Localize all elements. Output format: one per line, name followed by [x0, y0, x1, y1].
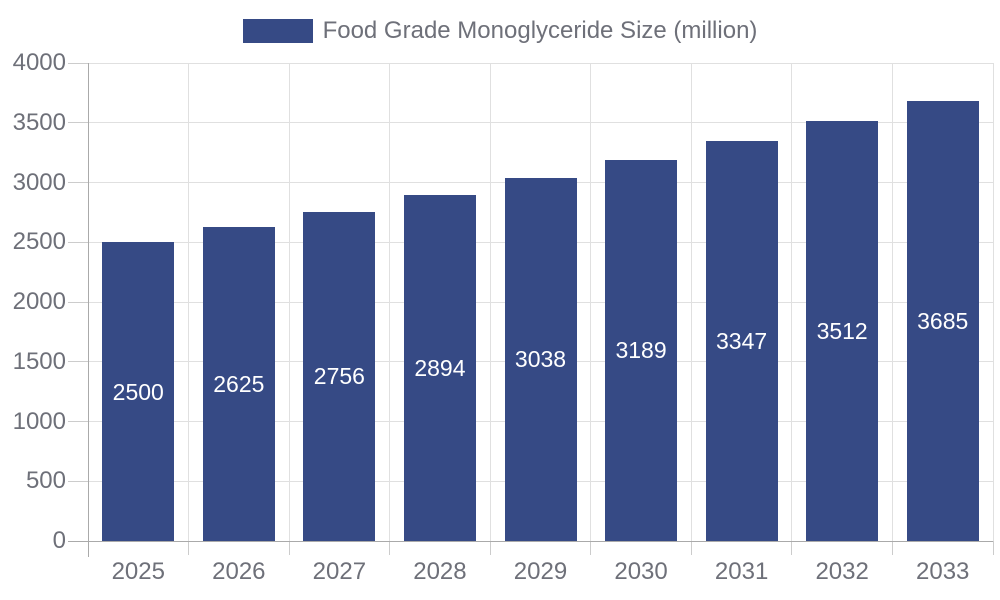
- y-tick-label: 4000: [12, 49, 66, 76]
- bar: 3512: [806, 121, 879, 541]
- gridline-v: [690, 63, 692, 541]
- bar: 2894: [403, 195, 476, 541]
- gridline-v: [590, 63, 592, 541]
- bar-value-label: 3512: [816, 318, 868, 345]
- y-tick-label: 1500: [12, 347, 66, 375]
- bar-value-label: 2894: [414, 355, 466, 382]
- y-tick: [68, 241, 88, 243]
- x-tick-label: 2031: [714, 558, 769, 585]
- x-tick: [188, 541, 190, 555]
- y-tick: [68, 301, 88, 303]
- x-tick: [590, 541, 592, 555]
- bar: 2756: [303, 211, 376, 541]
- gridline-v: [489, 63, 491, 541]
- bar-value-label: 3347: [716, 328, 768, 354]
- y-tick-label: 1000: [12, 407, 66, 435]
- x-tick: [690, 541, 692, 555]
- y-tick: [68, 182, 88, 183]
- y-tick: [68, 122, 88, 124]
- gridline-v: [288, 63, 290, 541]
- bar: 3685: [906, 100, 979, 541]
- gridline-v: [188, 63, 190, 541]
- x-tick-label: 2033: [916, 558, 970, 585]
- x-tick: [791, 541, 793, 555]
- bar-value-label: 2500: [112, 378, 164, 405]
- bar: 2500: [102, 242, 175, 541]
- x-axis-line: [68, 540, 993, 542]
- x-tick-label: 2028: [413, 558, 467, 585]
- y-tick-label: 500: [25, 467, 66, 495]
- gridline-h: [88, 62, 993, 64]
- x-tick: [288, 541, 290, 555]
- x-tick-label: 2032: [815, 558, 869, 585]
- y-tick: [68, 62, 88, 64]
- gridline-v: [891, 63, 893, 541]
- bar: 3038: [504, 177, 577, 541]
- y-tick-label: 3000: [12, 168, 66, 196]
- gridline-h: [88, 122, 993, 124]
- x-tick-label: 2030: [614, 558, 668, 585]
- bar: 2625: [202, 227, 275, 541]
- x-tick: [992, 541, 994, 555]
- y-tick-label: 2000: [12, 288, 66, 315]
- y-tick: [68, 361, 88, 363]
- gridline-v: [992, 63, 994, 541]
- y-tick-label: 0: [52, 527, 66, 554]
- y-tick: [68, 480, 88, 482]
- legend[interactable]: Food Grade Monoglyceride Size (million): [0, 17, 1000, 45]
- bar: 3189: [605, 159, 678, 541]
- x-tick: [891, 541, 893, 555]
- y-tick-label: 3500: [12, 108, 66, 136]
- legend-swatch: [242, 19, 313, 43]
- x-tick: [489, 541, 491, 555]
- bar-value-label: 3189: [615, 337, 667, 364]
- bar-value-label: 2756: [313, 363, 365, 390]
- x-tick-label: 2027: [312, 558, 367, 585]
- y-tick-label: 2500: [12, 228, 66, 256]
- gridline-v: [389, 63, 391, 541]
- y-axis-line: [87, 63, 89, 557]
- bar: 3347: [705, 141, 778, 541]
- legend-label: Food Grade Monoglyceride Size (million): [322, 17, 758, 44]
- bar-value-label: 2625: [213, 371, 265, 398]
- y-tick: [68, 421, 88, 422]
- bar-value-label: 3685: [917, 307, 969, 334]
- bar-value-label: 3038: [514, 346, 567, 373]
- x-tick: [389, 541, 391, 555]
- x-tick-label: 2029: [513, 558, 568, 585]
- x-tick-label: 2026: [212, 558, 266, 585]
- gridline-v: [791, 63, 793, 541]
- x-tick-label: 2025: [111, 558, 165, 585]
